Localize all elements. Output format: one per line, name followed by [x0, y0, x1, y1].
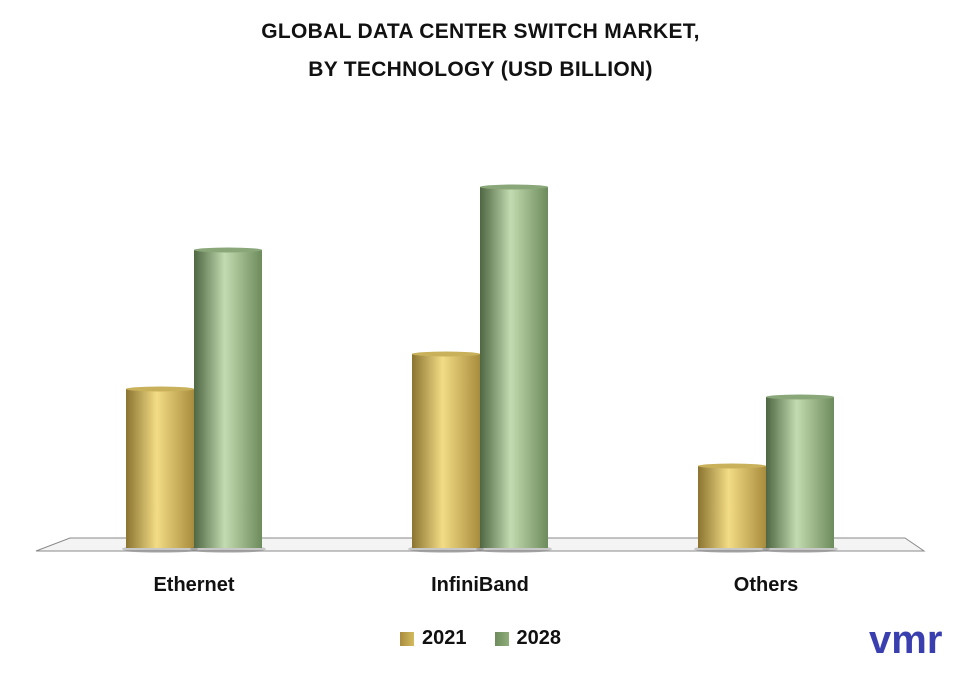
legend-swatch-2021: [400, 631, 414, 646]
legend: 2021 2028: [0, 627, 961, 650]
bar-infiniband-2028: [476, 184, 552, 553]
legend-label-2021: 2021: [422, 627, 467, 649]
legend-swatch-2028: [494, 631, 509, 646]
legend-item-2021: 2021: [400, 627, 467, 650]
logo-text: vmr: [869, 621, 942, 661]
chart-title-line-1: GLOBAL DATA CENTER SWITCH MARKET,: [261, 20, 700, 43]
legend-label-2028: 2028: [516, 627, 562, 649]
x-tick-label-infiniband: InfiniBand: [431, 574, 529, 596]
bar-ethernet-2028: [190, 247, 266, 553]
legend-item-2028: 2028: [494, 627, 562, 650]
chart-title-line-2: BY TECHNOLOGY (USD BILLION): [308, 58, 653, 81]
bar-ethernet-2021: [122, 386, 198, 553]
x-tick-label-others: Others: [734, 574, 798, 596]
bar-others-2021: [694, 463, 770, 553]
bar-infiniband-2021: [408, 351, 484, 553]
vmr-logo: vmr: [869, 621, 942, 661]
x-tick-label-ethernet: Ethernet: [153, 574, 234, 596]
bar-others-2028: [762, 394, 838, 553]
